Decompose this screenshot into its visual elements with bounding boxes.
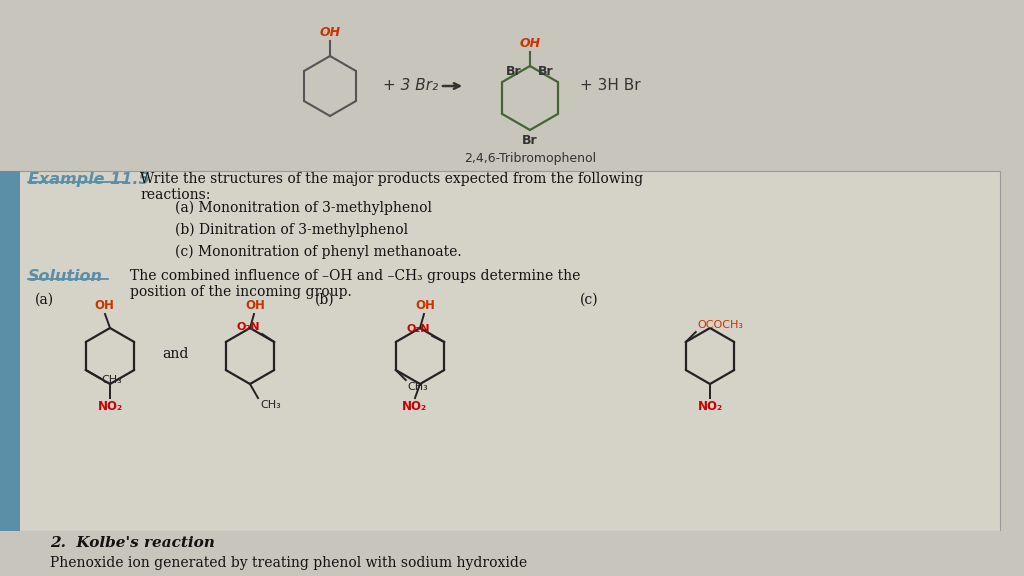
Text: NO₂: NO₂ [697,400,723,413]
Text: Example 11.5: Example 11.5 [28,172,150,187]
Text: 2.  Kolbe's reaction: 2. Kolbe's reaction [50,536,215,550]
Text: The combined influence of –OH and –CH₃ groups determine the
position of the inco: The combined influence of –OH and –CH₃ g… [130,269,581,299]
Text: O₂N: O₂N [407,324,430,334]
Text: (b): (b) [315,293,335,307]
Text: (b) Dinitration of 3-methylphenol: (b) Dinitration of 3-methylphenol [175,223,409,237]
Text: OH: OH [415,299,435,312]
Text: Write the structures of the major products expected from the following
reactions: Write the structures of the major produc… [140,172,643,202]
Text: Phenoxide ion generated by treating phenol with sodium hydroxide: Phenoxide ion generated by treating phen… [50,556,527,570]
Text: (a): (a) [35,293,54,307]
Text: Br: Br [538,65,554,78]
Text: OH: OH [519,37,541,50]
Text: (c) Mononitration of phenyl methanoate.: (c) Mononitration of phenyl methanoate. [175,245,462,259]
Text: and: and [162,347,188,361]
Text: Br: Br [522,134,538,147]
Text: 2,4,6-Tribromophenol: 2,4,6-Tribromophenol [464,152,596,165]
Bar [0,171,20,531]
Text: NO₂: NO₂ [401,400,427,413]
Text: + 3 Br₂: + 3 Br₂ [383,78,438,93]
Text: CH₃: CH₃ [408,382,428,392]
Text: NO₂: NO₂ [97,400,123,413]
Text: OCOCH₃: OCOCH₃ [697,320,743,330]
Text: Br: Br [506,65,522,78]
Text: OH: OH [94,299,114,312]
Text: OH: OH [245,299,265,312]
Text: + 3H Br: + 3H Br [580,78,641,93]
Text: Solution: Solution [28,269,102,284]
Text: O₂N: O₂N [237,322,260,332]
Text: (a) Mononitration of 3-methylphenol: (a) Mononitration of 3-methylphenol [175,201,432,215]
Text: CH₃: CH₃ [101,375,123,385]
Bar [0,0,1024,186]
Text: (c): (c) [580,293,599,307]
Text: OH: OH [319,26,341,39]
Text: CH₃: CH₃ [260,400,281,410]
Bar [0,171,1000,531]
Bar [0,531,1024,576]
